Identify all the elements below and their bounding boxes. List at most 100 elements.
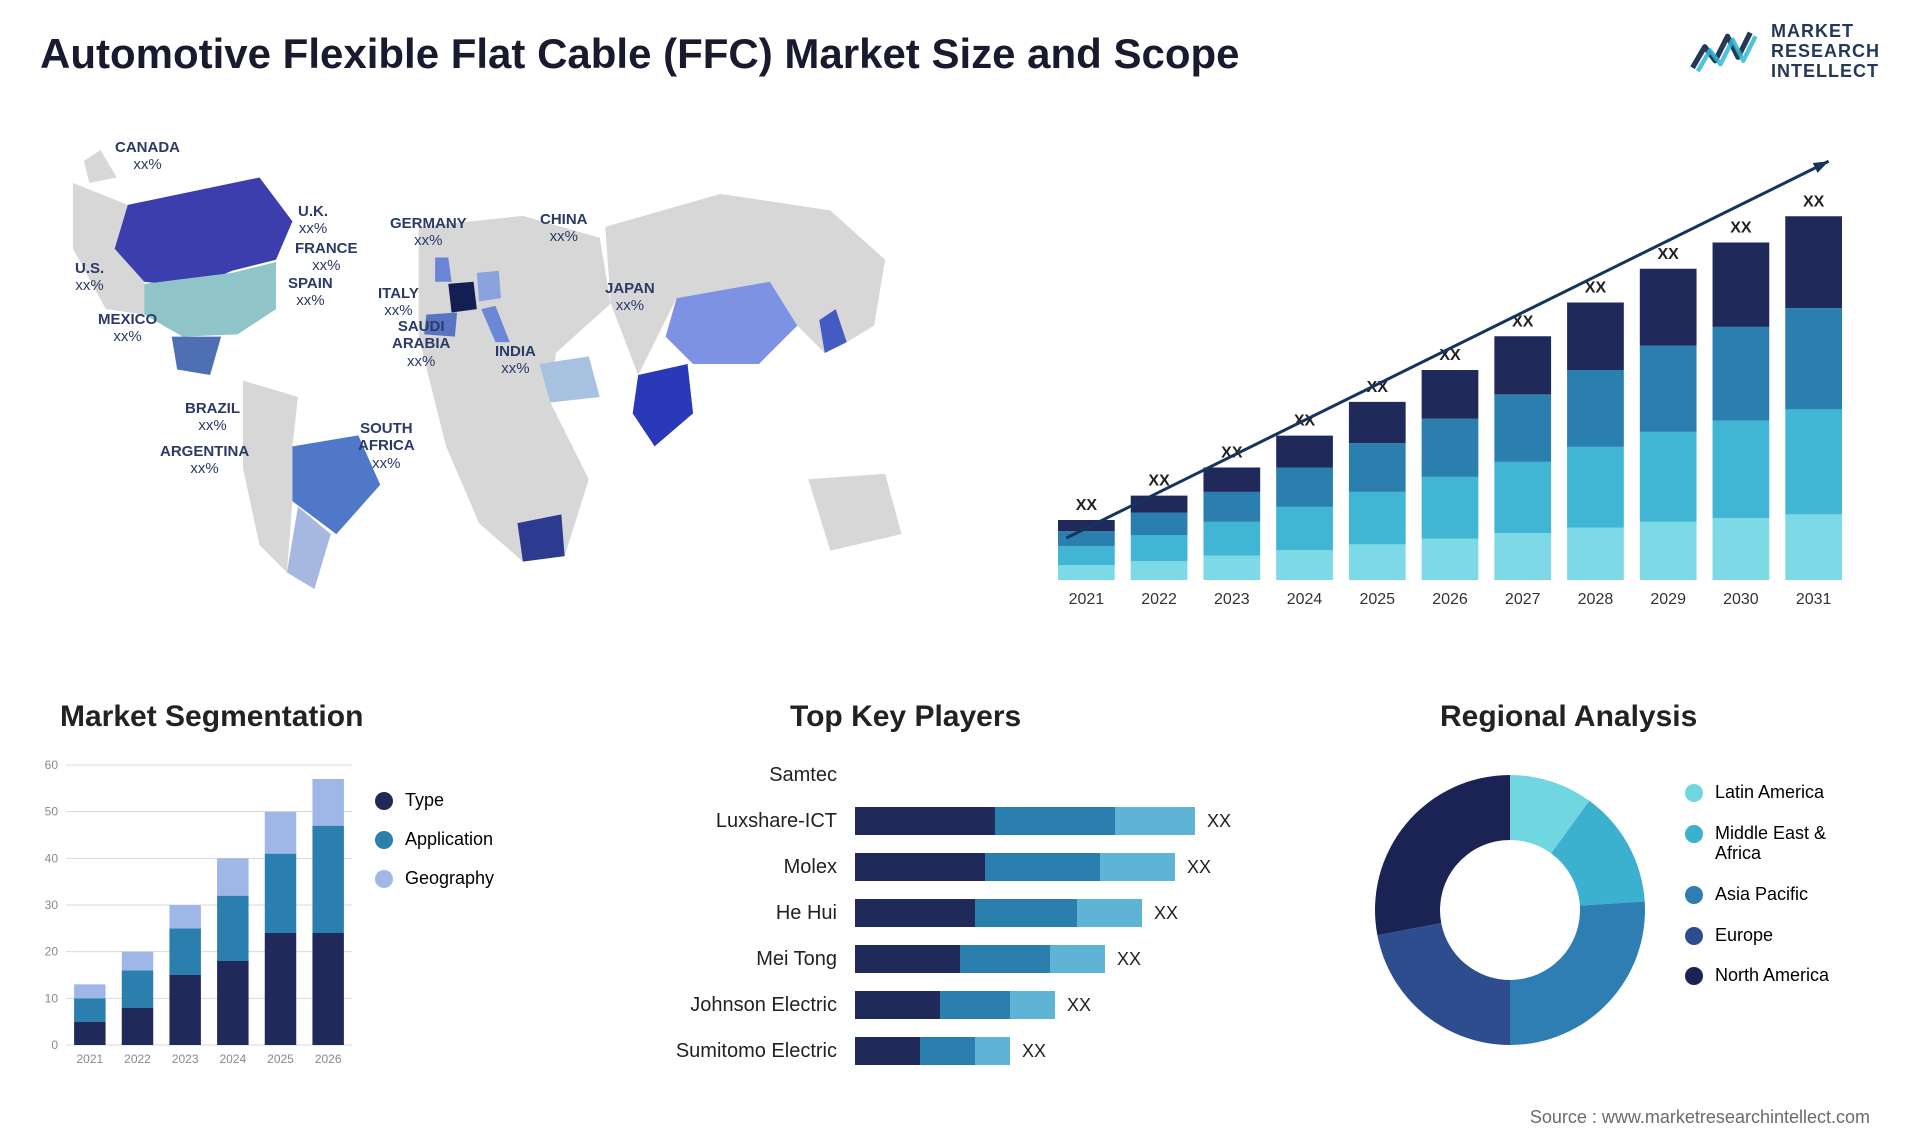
player-value-label: XX (1117, 949, 1141, 970)
player-row: Sumitomo ElectricXX (630, 1028, 1350, 1074)
page-title: Automotive Flexible Flat Cable (FFC) Mar… (40, 30, 1240, 78)
donut-legend-row: Asia Pacific (1685, 884, 1829, 905)
bar-segment (1276, 436, 1333, 468)
legend-row: Geography (375, 868, 494, 889)
bar-segment (1131, 513, 1188, 536)
bar-segment (1640, 346, 1697, 432)
land-mass (243, 380, 298, 572)
bar-segment (1422, 477, 1479, 539)
bar-segment (1567, 528, 1624, 581)
bar-segment (1203, 468, 1260, 492)
bar-value-label: XX (1585, 280, 1607, 297)
bar-segment (1131, 561, 1188, 580)
bar-segment (1131, 535, 1188, 561)
legend-label: Application (405, 829, 493, 850)
player-bar-segment (1010, 991, 1055, 1019)
bar-segment (1494, 394, 1551, 462)
y-tick-label: 50 (45, 805, 59, 819)
seg-bar-segment (217, 896, 248, 961)
seg-bar-segment (122, 970, 153, 1007)
land-mass (808, 474, 901, 551)
player-bar-wrap: XX (855, 1037, 1350, 1065)
donut-legend-label: North America (1715, 965, 1829, 986)
country-saudi (539, 356, 599, 402)
map-label-mexico: MEXICOxx% (98, 311, 157, 346)
seg-bar-segment (74, 998, 105, 1021)
player-bar-segment (855, 991, 940, 1019)
source-attribution: Source : www.marketresearchintellect.com (1530, 1107, 1870, 1128)
year-label: 2021 (1069, 591, 1105, 608)
player-bar (855, 807, 1195, 835)
player-row: He HuiXX (630, 890, 1350, 936)
seg-bar-segment (312, 779, 343, 826)
player-value-label: XX (1154, 903, 1178, 924)
player-bar (855, 1037, 1010, 1065)
seg-year-label: 2022 (124, 1052, 151, 1066)
player-bar-segment (1077, 899, 1142, 927)
seg-bar-segment (265, 933, 296, 1045)
year-label: 2026 (1432, 591, 1468, 608)
year-label: 2027 (1505, 591, 1541, 608)
bar-segment (1567, 303, 1624, 371)
seg-bar-segment (217, 961, 248, 1045)
bar-segment (1422, 370, 1479, 419)
player-bar-wrap: XX (855, 853, 1350, 881)
map-label-u-k-: U.K.xx% (298, 203, 328, 238)
world-map-svg (40, 115, 940, 635)
map-label-saudi-arabia: SAUDIARABIAxx% (392, 318, 450, 370)
logo-mark-icon (1689, 22, 1759, 82)
player-bar-segment (960, 945, 1050, 973)
donut-slice (1510, 902, 1645, 1045)
player-bar-segment (855, 853, 985, 881)
donut-legend-row: Middle East &Africa (1685, 823, 1829, 864)
player-row: Luxshare-ICTXX (630, 798, 1350, 844)
map-label-india: INDIAxx% (495, 343, 536, 378)
y-tick-label: 60 (45, 758, 59, 772)
player-bar-segment (855, 1037, 920, 1065)
seg-bar-segment (122, 1008, 153, 1045)
donut-legend-row: Europe (1685, 925, 1829, 946)
country-mexico (172, 337, 221, 375)
map-label-spain: SPAINxx% (288, 275, 333, 310)
player-bar-segment (855, 899, 975, 927)
year-label: 2025 (1359, 591, 1395, 608)
y-tick-label: 40 (45, 851, 59, 865)
country-france (448, 282, 477, 313)
donut-legend-row: Latin America (1685, 782, 1829, 803)
seg-bar-segment (265, 812, 296, 854)
bar-segment (1058, 565, 1115, 580)
bar-segment (1203, 522, 1260, 556)
seg-bar-segment (74, 1022, 105, 1045)
map-label-japan: JAPANxx% (605, 280, 655, 315)
bar-segment (1276, 507, 1333, 550)
seg-year-label: 2026 (315, 1052, 342, 1066)
legend-swatch-icon (1685, 967, 1703, 985)
donut-legend-row: North America (1685, 965, 1829, 986)
bar-segment (1567, 447, 1624, 528)
donut-legend-label: Europe (1715, 925, 1773, 946)
regional-legend: Latin America Middle East &Africa Asia Pac… (1685, 782, 1829, 1006)
trend-arrowhead-icon (1813, 161, 1829, 173)
section-title-regional: Regional Analysis (1440, 700, 1697, 734)
section-title-segmentation: Market Segmentation (60, 700, 363, 734)
bar-segment (1713, 518, 1770, 580)
legend-swatch-icon (375, 870, 393, 888)
bar-segment (1349, 402, 1406, 443)
map-label-canada: CANADAxx% (115, 139, 180, 174)
player-value-label: XX (1022, 1041, 1046, 1062)
player-bar (855, 899, 1142, 927)
player-bar-wrap: XX (855, 945, 1350, 973)
segmentation-chart: 0102030405060202120222023202420252026 (30, 755, 360, 1075)
player-bar-segment (940, 991, 1010, 1019)
bar-segment (1785, 514, 1842, 580)
player-name: Molex (630, 856, 855, 879)
player-bar-segment (975, 899, 1077, 927)
bar-value-label: XX (1658, 246, 1680, 263)
player-value-label: XX (1067, 995, 1091, 1016)
bar-segment (1494, 462, 1551, 533)
bar-segment (1422, 539, 1479, 580)
player-value-label: XX (1207, 811, 1231, 832)
segmentation-legend: TypeApplicationGeography (375, 790, 494, 907)
bar-segment (1494, 533, 1551, 580)
player-bar (855, 991, 1055, 1019)
